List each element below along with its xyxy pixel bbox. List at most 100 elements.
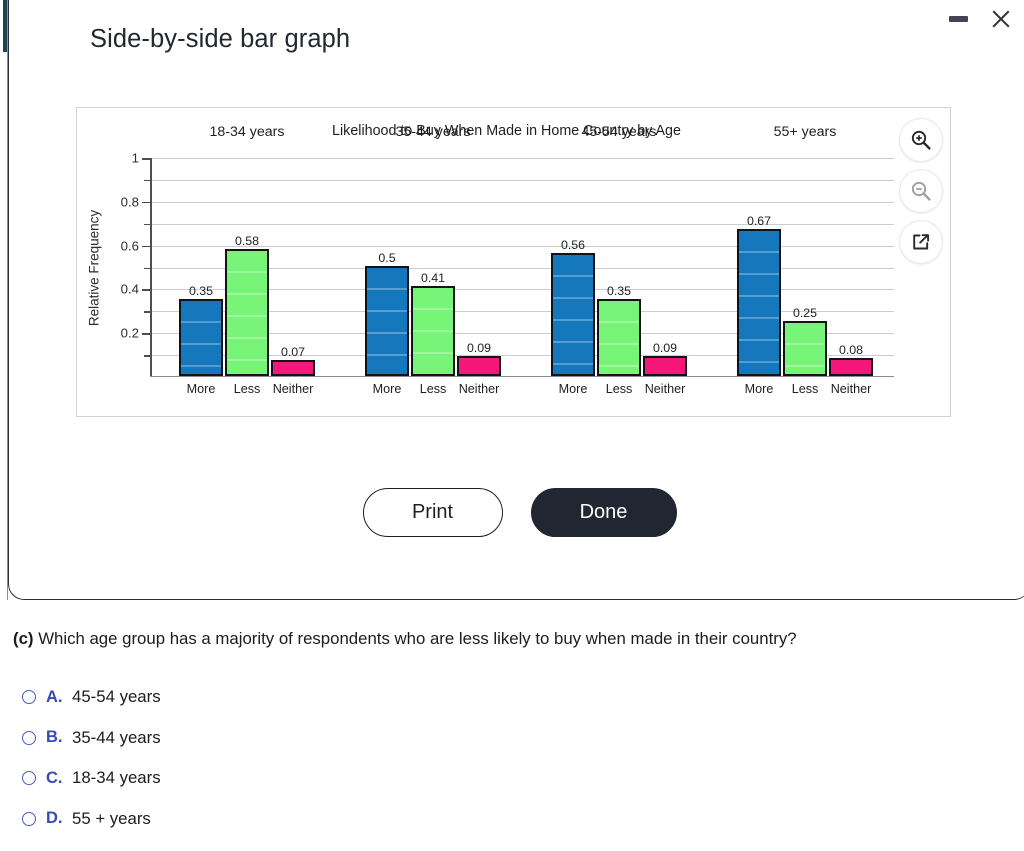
bar-value-label: 0.5 (378, 251, 396, 266)
y-axis-tick-minor (144, 223, 150, 226)
bar: 0.25 (783, 306, 827, 376)
window-controls (949, 8, 1012, 30)
bar: 0.09 (457, 341, 501, 376)
bar-value-label: 0.09 (652, 340, 678, 355)
category-label: Neither (644, 382, 686, 396)
option-letter: D. (46, 809, 63, 828)
bar-shading (739, 230, 779, 374)
close-button[interactable] (990, 8, 1012, 30)
zoom-out-button[interactable] (900, 170, 942, 212)
group-label: 18-34 years (209, 124, 285, 140)
bar: 0.09 (643, 341, 687, 376)
gridline-minor (151, 179, 894, 181)
bar-shading (227, 250, 267, 374)
minimize-button[interactable] (949, 16, 968, 22)
bar-shading (367, 268, 407, 374)
option-letter: B. (46, 728, 63, 747)
category-label: More (186, 382, 216, 396)
bar: 0.58 (225, 234, 269, 376)
option-label: 35-44 years (72, 727, 161, 747)
bar-shading (831, 360, 871, 374)
bar-value-label: 0.25 (792, 305, 818, 320)
group-label: 45-54 years (581, 124, 657, 140)
minimize-icon (949, 16, 968, 22)
category-label: More (558, 382, 588, 396)
bar-value-label: 0.41 (420, 270, 446, 285)
answer-option-a[interactable]: A. 45-54 years (22, 677, 622, 718)
gridline-minor (151, 311, 894, 313)
radio-button[interactable] (22, 730, 36, 745)
zoom-out-icon (911, 181, 931, 201)
dialog-actions: Print Done (9, 488, 1024, 537)
radio-button[interactable] (22, 690, 36, 705)
y-axis-tick-minor (144, 267, 150, 270)
bar-shading (459, 357, 499, 374)
x-axis-line (150, 375, 894, 377)
bar-value-label: 0.08 (838, 343, 864, 358)
chart-title: Likelihood to Buy When Made in Home Coun… (77, 123, 950, 139)
y-axis-tick-label: 0.6 (120, 238, 139, 254)
gridline (151, 245, 894, 247)
chart-title-text: Likelihood to Buy When Made in Home Coun… (332, 123, 681, 139)
bar-value-label: 0.58 (234, 233, 260, 248)
bar-shading (273, 362, 313, 374)
bar: 0.67 (737, 214, 781, 376)
y-axis-title: Relative Frequency (86, 209, 102, 326)
print-button[interactable]: Print (362, 488, 503, 537)
question-body: Which age group has a majority of respon… (38, 629, 797, 648)
gridline (151, 333, 894, 335)
bar-shading (553, 254, 593, 374)
question-number: (c) (13, 629, 34, 648)
answer-option-d[interactable]: D. 55 + years (22, 799, 622, 840)
category-label: Less (419, 382, 447, 396)
window-accent-strip (3, 0, 9, 52)
y-axis-tick-minor (144, 311, 150, 313)
option-label: 55 + years (72, 808, 151, 828)
category-label: More (372, 382, 402, 396)
radio-button[interactable] (22, 771, 36, 786)
y-axis-tick (142, 333, 150, 335)
bar-shading (181, 300, 221, 374)
chart-tool-buttons (900, 119, 942, 263)
bar-shading (645, 357, 685, 374)
gridline (151, 201, 894, 203)
category-label: Less (791, 382, 819, 396)
option-label: 18-34 years (72, 768, 161, 788)
radio-button[interactable] (22, 811, 36, 826)
option-letter: C. (46, 768, 63, 787)
chart-panel: Likelihood to Buy When Made in Home Coun… (76, 107, 951, 417)
category-label: Less (605, 382, 633, 396)
bar-value-label: 0.56 (560, 237, 586, 252)
y-axis-tick (142, 201, 150, 204)
option-letter: A. (46, 687, 63, 706)
bar-shading (599, 300, 639, 374)
y-axis-tick (142, 289, 150, 291)
bar-shading (785, 322, 825, 374)
y-axis-tick-minor (144, 179, 150, 182)
y-axis-line (150, 158, 152, 377)
bar: 0.5 (365, 251, 409, 376)
category-label: Less (233, 382, 261, 396)
dialog-title: Side-by-side bar graph (90, 25, 351, 53)
question-prompt: (c) Which age group has a majority of re… (13, 629, 797, 649)
group-label: 55+ years (773, 124, 837, 140)
done-button[interactable]: Done (530, 488, 677, 537)
bar: 0.35 (597, 284, 641, 376)
y-axis-tick (142, 245, 150, 248)
y-axis-tick-label: 0.2 (120, 325, 139, 341)
bar-value-label: 0.07 (280, 345, 306, 360)
bar-shading (413, 287, 453, 374)
zoom-in-button[interactable] (900, 119, 942, 161)
gridline (151, 289, 894, 291)
gridline-minor (151, 223, 894, 225)
bar: 0.41 (411, 271, 455, 376)
graph-dialog: Side-by-side bar graph Likelihood to Buy… (8, 0, 1024, 600)
y-axis-tick (142, 158, 150, 160)
pop-out-button[interactable] (900, 221, 942, 263)
bar: 0.08 (829, 343, 873, 376)
category-label: Neither (272, 382, 314, 396)
category-label: Neither (830, 382, 872, 396)
answer-option-c[interactable]: C. 18-34 years (22, 758, 622, 799)
answer-option-b[interactable]: B. 35-44 years (22, 718, 622, 759)
bar: 0.07 (271, 345, 315, 376)
